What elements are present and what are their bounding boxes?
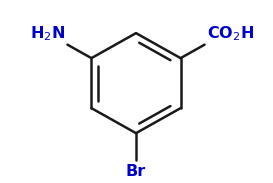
Text: H$_2$N: H$_2$N xyxy=(30,24,66,43)
Text: CO$_2$H: CO$_2$H xyxy=(207,24,254,43)
Text: Br: Br xyxy=(126,164,146,179)
